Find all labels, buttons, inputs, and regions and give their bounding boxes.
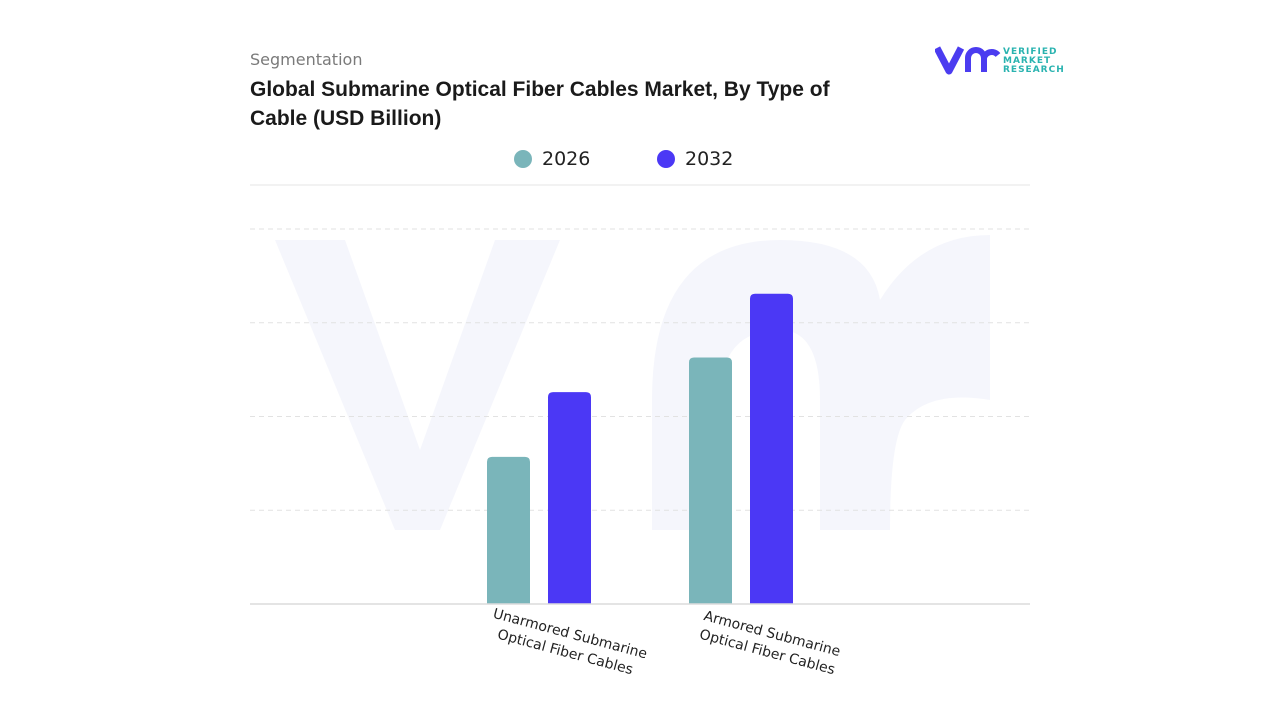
watermark [275,235,990,530]
logo-line2: MARKET [1003,56,1051,66]
legend-swatch [514,150,532,168]
logo-line1: VERIFIED [1003,47,1058,57]
bar-2032-0[interactable] [548,392,591,604]
bar-2026-0[interactable] [487,456,530,604]
legend-label: 2026 [542,148,591,170]
bar-2026-1[interactable] [689,357,732,604]
bar-2032-1[interactable] [750,293,793,604]
logo-line3: RESEARCH [1003,65,1065,75]
legend-item-2032[interactable]: 2032 [657,148,733,170]
legend: 2026 2032 [0,148,1280,174]
section-label: Segmentation [250,50,363,69]
vmr-logo: VERIFIED MARKET RESEARCH [933,44,1065,81]
chart-title: Global Submarine Optical Fiber Cables Ma… [250,78,830,130]
legend-label: 2032 [685,148,734,170]
legend-item-2026[interactable]: 2026 [514,148,590,170]
legend-swatch [657,150,675,168]
